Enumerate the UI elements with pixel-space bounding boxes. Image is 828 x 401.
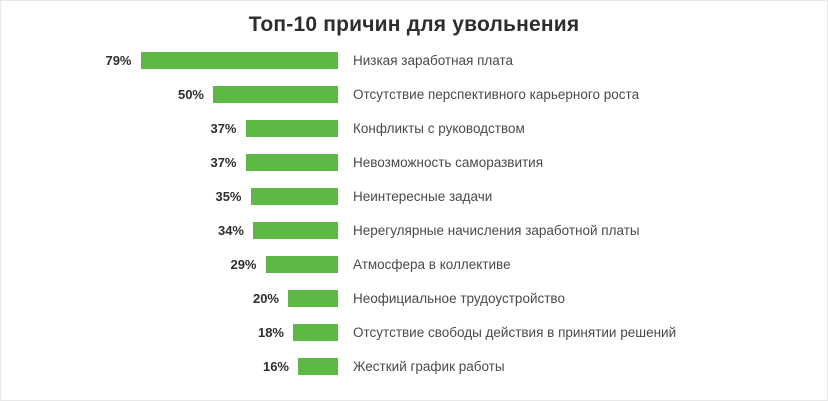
value-label: 35% (215, 188, 242, 204)
chart-rows: 79% Низкая заработная плата 50% Отсутствие … (1, 51, 827, 375)
chart-row: 35% Неинтересные задачи (1, 187, 827, 205)
category-label: Неинтересные задачи (353, 188, 493, 204)
chart-row: 34% Нерегулярные начисления заработной пл… (1, 221, 827, 239)
bar-cell: 16% (1, 357, 338, 375)
bar (253, 221, 338, 239)
bar (245, 153, 338, 171)
value-label: 18% (257, 324, 284, 340)
category-label: Неофициальное трудоустройство (353, 290, 565, 306)
chart-row: 37% Невозможность саморазвития (1, 153, 827, 171)
chart-row: 37% Конфликты с руководством (1, 119, 827, 137)
category-label: Низкая заработная плата (353, 52, 514, 68)
bar-cell: 37% (1, 119, 338, 137)
bar (250, 187, 338, 205)
value-label: 37% (210, 154, 237, 170)
bar-cell: 35% (1, 187, 338, 205)
bar-cell: 29% (1, 255, 338, 273)
bar (288, 289, 338, 307)
bar-cell: 34% (1, 221, 338, 239)
category-label: Отсутствие свободы действия в принятии р… (353, 324, 677, 340)
value-label: 50% (177, 86, 204, 102)
category-label: Атмосфера в коллективе (353, 256, 511, 272)
value-label: 20% (252, 290, 279, 306)
category-label: Жесткий график работы (353, 358, 505, 374)
category-label: Отсутствие перспективного карьерного рос… (353, 86, 640, 102)
bar-cell: 37% (1, 153, 338, 171)
chart-row: 20% Неофициальное трудоустройство (1, 289, 827, 307)
value-label: 79% (105, 52, 132, 68)
value-label: 37% (210, 120, 237, 136)
bar (293, 323, 338, 341)
bar (245, 119, 338, 137)
value-label: 16% (262, 358, 289, 374)
category-label: Нерегулярные начисления заработной платы (353, 222, 640, 238)
category-label: Конфликты с руководством (353, 120, 525, 136)
value-label: 34% (217, 222, 244, 238)
chart-row: 79% Низкая заработная плата (1, 51, 827, 69)
bar (213, 85, 338, 103)
bar-cell: 18% (1, 323, 338, 341)
bar (140, 51, 338, 69)
bar (265, 255, 338, 273)
chart-row: 18% Отсутствие свободы действия в приняти… (1, 323, 827, 341)
category-label: Невозможность саморазвития (353, 154, 544, 170)
chart-title: Топ-10 причин для увольнения (248, 13, 580, 36)
value-label: 29% (230, 256, 257, 272)
chart-row: 16% Жесткий график работы (1, 357, 827, 375)
bar (298, 357, 338, 375)
bar-cell: 79% (1, 51, 338, 69)
chart-row: 50% Отсутствие перспективного карьерного … (1, 85, 827, 103)
bar-cell: 20% (1, 289, 338, 307)
chart-row: 29% Атмосфера в коллективе (1, 255, 827, 273)
bar-cell: 50% (1, 85, 338, 103)
